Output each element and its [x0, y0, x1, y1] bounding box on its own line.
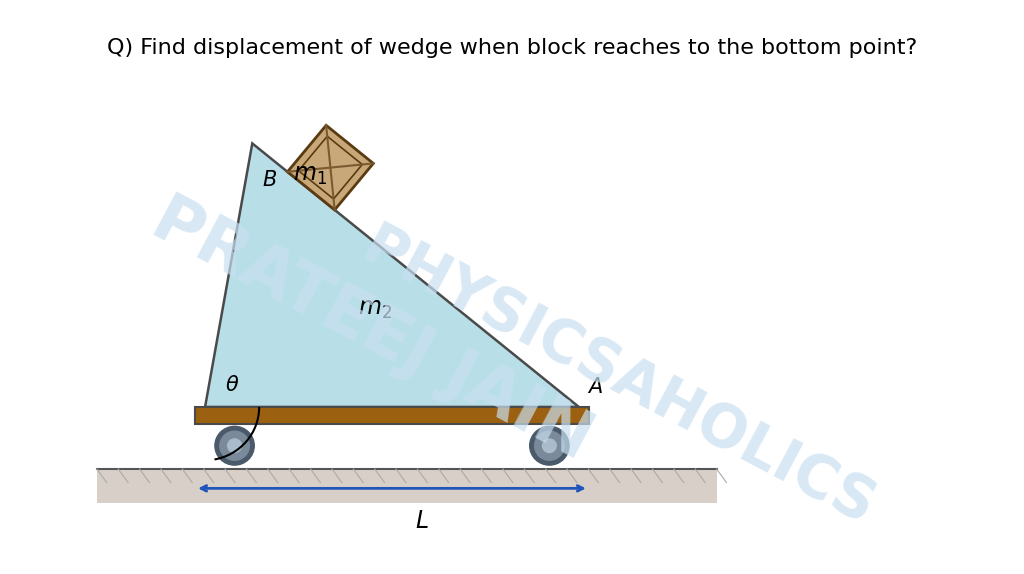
Text: $B$: $B$	[262, 169, 278, 189]
Bar	[97, 469, 717, 503]
Text: $L$: $L$	[415, 510, 428, 533]
Text: $m_2$: $m_2$	[358, 298, 392, 321]
Circle shape	[535, 431, 564, 460]
Polygon shape	[288, 172, 335, 210]
Text: PRATEEJ JAIN: PRATEEJ JAIN	[141, 186, 603, 473]
Bar	[196, 407, 589, 424]
Text: $\theta$: $\theta$	[225, 375, 240, 395]
Circle shape	[529, 426, 569, 465]
Text: $m_1$: $m_1$	[293, 164, 327, 187]
Circle shape	[543, 439, 556, 452]
Circle shape	[215, 426, 254, 465]
Circle shape	[220, 431, 249, 460]
Text: PHYSICSAHOLICS: PHYSICSAHOLICS	[352, 218, 885, 537]
Text: $A$: $A$	[587, 377, 603, 397]
Polygon shape	[288, 125, 374, 210]
Polygon shape	[205, 144, 579, 407]
Text: Q) Find displacement of wedge when block reaches to the bottom point?: Q) Find displacement of wedge when block…	[106, 38, 918, 59]
Circle shape	[227, 439, 242, 452]
